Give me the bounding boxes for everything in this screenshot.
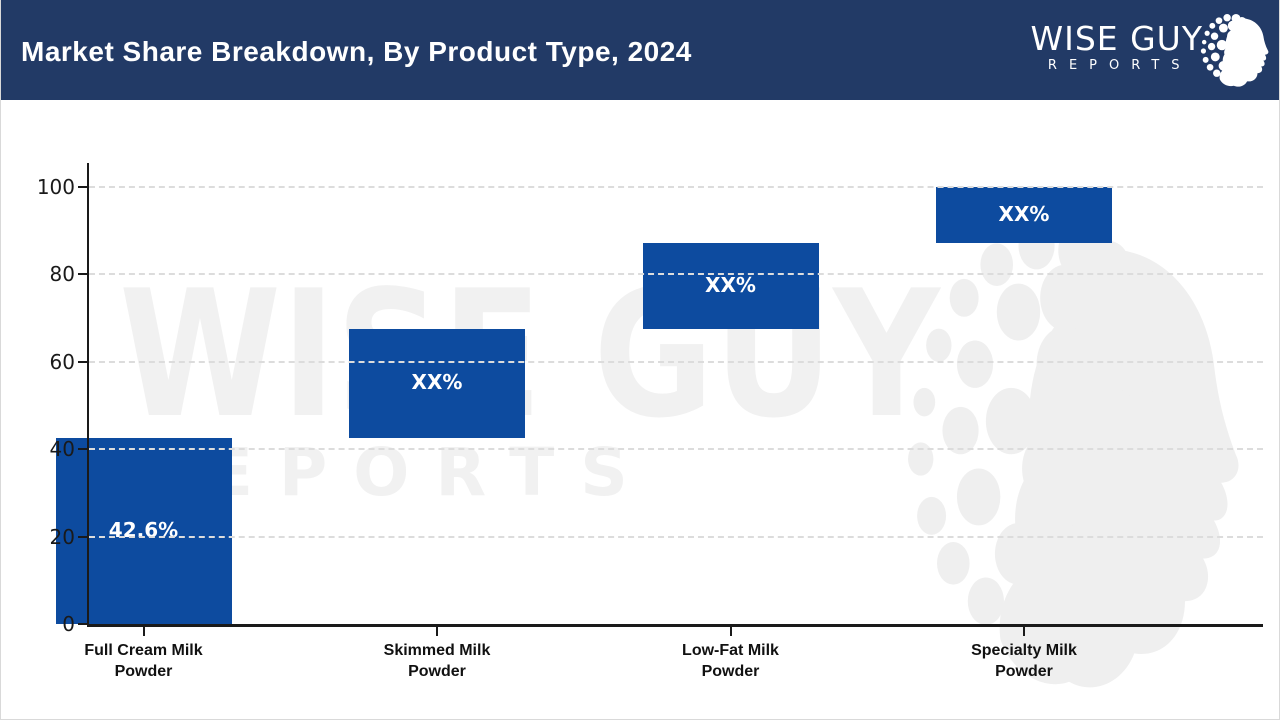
x-category-label: Specialty Milk Powder [971,642,1077,680]
x-category-label: Low-Fat Milk Powder [682,642,779,680]
y-tick-label-40: 40 [49,437,75,462]
report-header: Market Share Breakdown, By Product Type,… [1,0,1279,100]
gridline-60 [89,360,1263,363]
wiseguy-logo-name: WISE GUY [1030,19,1203,58]
y-tick-60 [78,360,87,363]
wiseguy-logo-text: WISE GUY REPORTS [1030,19,1203,74]
gridline-20 [89,535,1263,538]
y-tick-label-20: 20 [49,524,75,549]
y-tick-20 [78,535,87,538]
y-tick-0 [78,623,87,625]
y-tick-40 [78,448,87,451]
plot-area: 0 20 40 60 80 100 42.6% Full Cream Milk Powder X… [37,163,1263,680]
y-tick-label-80: 80 [49,262,75,287]
bar-skimmed-milk-powder: XX% [349,328,525,438]
gridline-80 [89,273,1263,276]
wiseguy-head-icon [1200,14,1269,87]
bar-full-cream-milk-powder: 42.6% [55,437,232,624]
x-category-label: Full Cream Milk Powder [84,642,203,680]
chart-region: WISE GUY REPORTS 0 20 40 60 80 100 42.6% Full C… [1,100,1279,719]
y-axis-spine [87,163,89,626]
page-title: Market Share Breakdown, By Product Type,… [21,36,692,67]
bar-value-label: XX% [411,370,463,395]
y-tick-80 [78,273,87,276]
bar-low-fat-milk-powder: XX% [642,243,819,329]
gridline-100 [89,185,1263,188]
x-tick-2 [729,627,732,636]
bar-value-label: XX% [998,201,1050,226]
bar-specialty-milk-powder: XX% [936,186,1112,244]
x-tick-3 [1023,627,1025,636]
y-tick-label-100: 100 [36,174,75,199]
wiseguy-logo-subtitle: REPORTS [1047,58,1192,73]
x-tick-0 [142,627,145,636]
y-tick-label-60: 60 [49,349,75,374]
x-category-label: Skimmed Milk Powder [383,642,491,680]
bar-value-label: XX% [705,272,756,297]
x-axis-spine [87,624,1263,627]
watermark-head-icon [908,222,1239,688]
y-tick-label-0: 0 [62,612,75,636]
wiseguy-logo: WISE GUY REPORTS [1015,2,1275,98]
y-tick-100 [78,185,87,188]
x-tick-1 [436,627,438,636]
bar-value-label: 42.6% [108,517,179,542]
gridline-40 [89,448,1263,451]
